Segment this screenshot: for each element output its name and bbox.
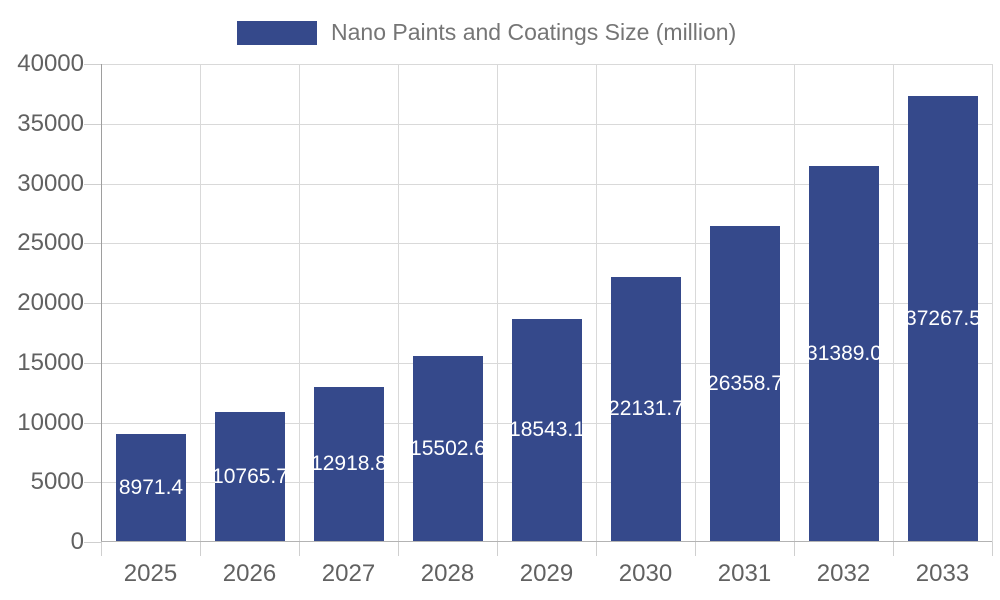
y-axis-tick: [84, 482, 101, 483]
x-gridline: [695, 64, 696, 542]
bar: 18543.1: [512, 319, 582, 541]
legend-label: Nano Paints and Coatings Size (million): [331, 19, 737, 45]
x-tick-label: 2030: [618, 560, 673, 587]
bar-value-label: 8971.4: [118, 475, 184, 499]
bar: 10765.7: [215, 412, 285, 541]
legend-swatch: [237, 20, 317, 45]
x-axis-tick: [596, 542, 597, 556]
legend-item[interactable]: Nano Paints and Coatings Size (million): [237, 19, 736, 46]
bar: 15502.6: [413, 356, 483, 541]
x-gridline: [893, 64, 894, 542]
y-axis-tick: [84, 542, 101, 543]
y-axis-tick: [84, 64, 101, 65]
x-axis-tick: [200, 542, 201, 556]
x-axis-tick: [299, 542, 300, 556]
bar-value-label: 26358.7: [710, 371, 780, 395]
bar-value-label: 12918.8: [314, 452, 384, 475]
y-tick-label: 35000: [17, 110, 84, 137]
x-axis-tick: [497, 542, 498, 556]
y-axis-tick: [84, 423, 101, 424]
y-axis-tick: [84, 363, 101, 364]
x-tick-label: 2027: [321, 560, 376, 587]
x-tick-label: 2032: [816, 560, 871, 587]
x-tick-label: 2025: [123, 560, 178, 587]
y-axis-tick: [84, 243, 101, 244]
x-gridline: [398, 64, 399, 542]
x-axis-tick: [992, 542, 993, 556]
y-gridline: [101, 243, 992, 245]
x-tick-label: 2033: [915, 560, 970, 587]
x-axis-line: [101, 541, 992, 542]
y-tick-label: 25000: [17, 229, 84, 256]
y-gridline: [101, 303, 992, 304]
y-tick-label: 30000: [17, 170, 84, 197]
y-tick-label: 0: [70, 528, 84, 555]
y-gridline: [101, 64, 992, 65]
x-gridline: [992, 64, 993, 542]
bar: 8971.4: [116, 434, 186, 541]
x-tick-label: 2029: [519, 560, 574, 587]
y-gridline: [101, 183, 992, 185]
x-axis-tick: [794, 542, 795, 556]
bar: 22131.7: [611, 277, 681, 541]
x-tick-label: 2028: [420, 560, 475, 587]
bar: 26358.7: [710, 226, 780, 541]
bar-value-label: 18543.1: [512, 418, 582, 441]
x-axis-tick: [398, 542, 399, 556]
y-axis-tick: [84, 303, 101, 304]
y-tick-label: 10000: [17, 409, 84, 436]
bar-value-label: 10765.7: [215, 464, 285, 488]
bar: 37267.5: [908, 96, 978, 541]
y-tick-label: 20000: [17, 289, 84, 316]
y-tick-label: 40000: [17, 50, 84, 77]
plot-area: 8971.4 10765.7 12918.8 15502.6 18543.1 22131.…: [101, 64, 993, 556]
bar: 12918.8: [314, 387, 384, 541]
y-tick-label: 15000: [17, 349, 84, 376]
x-axis-tick: [695, 542, 696, 556]
bar-value-label: 31389.0: [809, 341, 879, 365]
y-tick-label: 5000: [30, 468, 84, 495]
bar-value-label: 37267.5: [908, 306, 978, 330]
bar-value-label: 22131.7: [611, 397, 681, 420]
x-gridline: [299, 64, 300, 542]
legend: Nano Paints and Coatings Size (million): [237, 19, 736, 46]
y-axis-tick: [84, 124, 101, 125]
x-gridline: [794, 64, 795, 542]
y-gridline: [101, 123, 992, 125]
x-gridline: [596, 64, 597, 542]
bar: 31389.0: [809, 166, 879, 541]
x-tick-label: 2026: [222, 560, 277, 587]
x-tick-label: 2031: [717, 560, 772, 587]
x-gridline: [200, 64, 201, 542]
x-axis-tick: [893, 542, 894, 556]
y-axis-line: [101, 64, 102, 556]
bar-value-label: 15502.6: [413, 436, 483, 460]
x-axis-tick: [101, 542, 102, 556]
y-axis-tick: [84, 184, 101, 185]
x-gridline: [497, 64, 498, 542]
